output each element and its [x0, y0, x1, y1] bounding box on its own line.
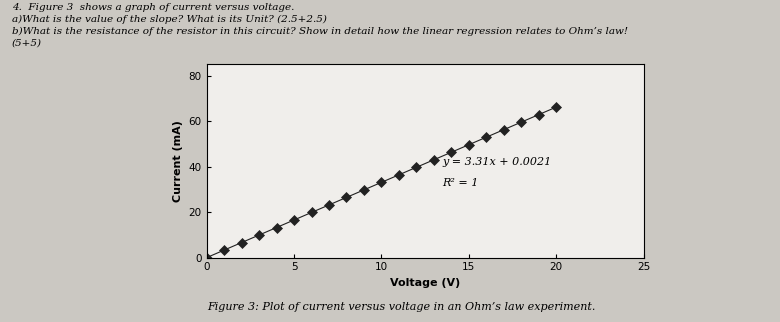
Text: Figure 3: Plot of current versus voltage in an Ohm’s law experiment.: Figure 3: Plot of current versus voltage…: [207, 302, 595, 312]
Text: y = 3.31x + 0.0021: y = 3.31x + 0.0021: [442, 157, 551, 167]
X-axis label: Voltage (V): Voltage (V): [390, 278, 460, 288]
Text: 4.  Figure 3  shows a graph of current versus voltage.
a)What is the value of th: 4. Figure 3 shows a graph of current ver…: [12, 3, 628, 48]
Y-axis label: Current (mA): Current (mA): [173, 120, 183, 202]
Text: R² = 1: R² = 1: [442, 178, 479, 188]
